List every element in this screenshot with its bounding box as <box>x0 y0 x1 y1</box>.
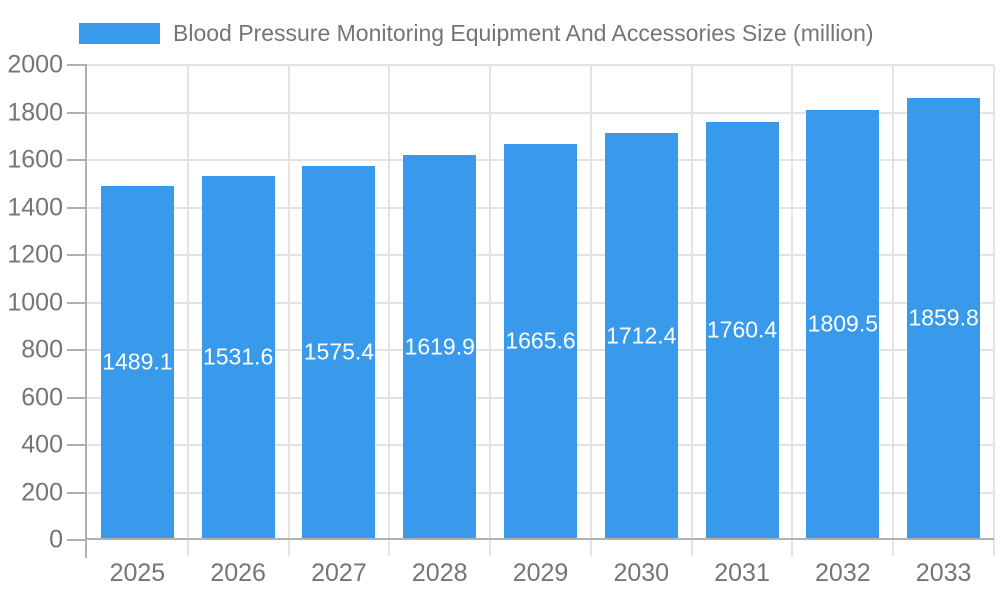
chart-legend: Blood Pressure Monitoring Equipment And … <box>79 19 874 47</box>
y-tick <box>67 254 87 256</box>
x-gridline <box>186 65 189 556</box>
bar: 1619.9 <box>403 155 477 538</box>
y-axis-line <box>85 65 87 558</box>
y-tick-label: 2000 <box>7 50 63 79</box>
y-gridline <box>87 111 994 114</box>
y-gridline <box>87 64 994 66</box>
x-tick-label: 2032 <box>815 559 871 587</box>
bar-value-label: 1489.1 <box>102 348 173 375</box>
bar: 1575.4 <box>302 165 376 538</box>
x-tick-label: 2025 <box>109 559 166 587</box>
y-tick-label: 800 <box>21 335 63 364</box>
bar: 1712.4 <box>604 133 678 538</box>
legend-item[interactable]: Blood Pressure Monitoring Equipment And … <box>79 19 874 47</box>
y-tick <box>67 159 87 161</box>
x-gridline <box>791 65 794 556</box>
x-gridline <box>489 65 492 556</box>
y-tick-label: 0 <box>49 525 63 554</box>
y-tick <box>67 491 87 494</box>
bar: 1531.6 <box>201 176 275 538</box>
y-tick <box>67 111 87 114</box>
y-tick-label: 1200 <box>7 240 63 269</box>
x-tick-label: 2028 <box>411 559 468 587</box>
x-gridline <box>287 65 290 556</box>
y-tick <box>67 206 87 209</box>
bar-value-label: 1665.6 <box>505 327 576 354</box>
x-tick-label: 2026 <box>210 559 266 587</box>
x-tick-label: 2031 <box>714 559 770 587</box>
y-tick <box>67 444 87 446</box>
y-tick <box>67 396 87 399</box>
x-gridline <box>388 65 391 556</box>
bar-value-label: 1575.4 <box>303 338 375 365</box>
y-tick-label: 1800 <box>7 98 63 126</box>
y-tick <box>67 539 87 541</box>
bar: 1859.8 <box>907 98 981 538</box>
bar-value-label: 1809.5 <box>807 310 879 337</box>
bar-value-label: 1712.4 <box>606 322 677 349</box>
legend-swatch <box>79 22 160 44</box>
bar: 1760.4 <box>705 121 779 538</box>
x-axis-line <box>85 538 994 540</box>
x-gridline <box>690 65 693 556</box>
y-tick-label: 1600 <box>7 145 63 174</box>
x-tick-label: 2027 <box>311 559 367 587</box>
y-tick <box>67 349 87 351</box>
x-gridline <box>589 65 592 556</box>
y-tick-label: 1400 <box>7 193 63 221</box>
y-tick <box>67 64 87 66</box>
legend-label: Blood Pressure Monitoring Equipment And … <box>173 19 874 46</box>
x-gridline <box>892 65 895 556</box>
x-tick-label: 2029 <box>512 559 569 587</box>
x-tick-label: 2033 <box>915 559 972 587</box>
x-tick-label: 2030 <box>613 559 670 587</box>
bar: 1665.6 <box>504 144 577 538</box>
y-tick-label: 400 <box>21 430 63 459</box>
bar-value-label: 1531.6 <box>202 343 274 370</box>
x-gridline <box>993 65 995 556</box>
bar-value-label: 1859.8 <box>908 304 979 331</box>
y-tick-label: 1000 <box>7 288 63 316</box>
bar-value-label: 1619.9 <box>404 333 475 360</box>
y-tick <box>67 301 87 304</box>
bar: 1489.1 <box>100 186 174 538</box>
y-tick-label: 600 <box>21 383 63 411</box>
bar: 1809.5 <box>806 110 880 538</box>
y-tick-label: 200 <box>21 478 63 506</box>
bar-value-label: 1760.4 <box>706 316 778 343</box>
